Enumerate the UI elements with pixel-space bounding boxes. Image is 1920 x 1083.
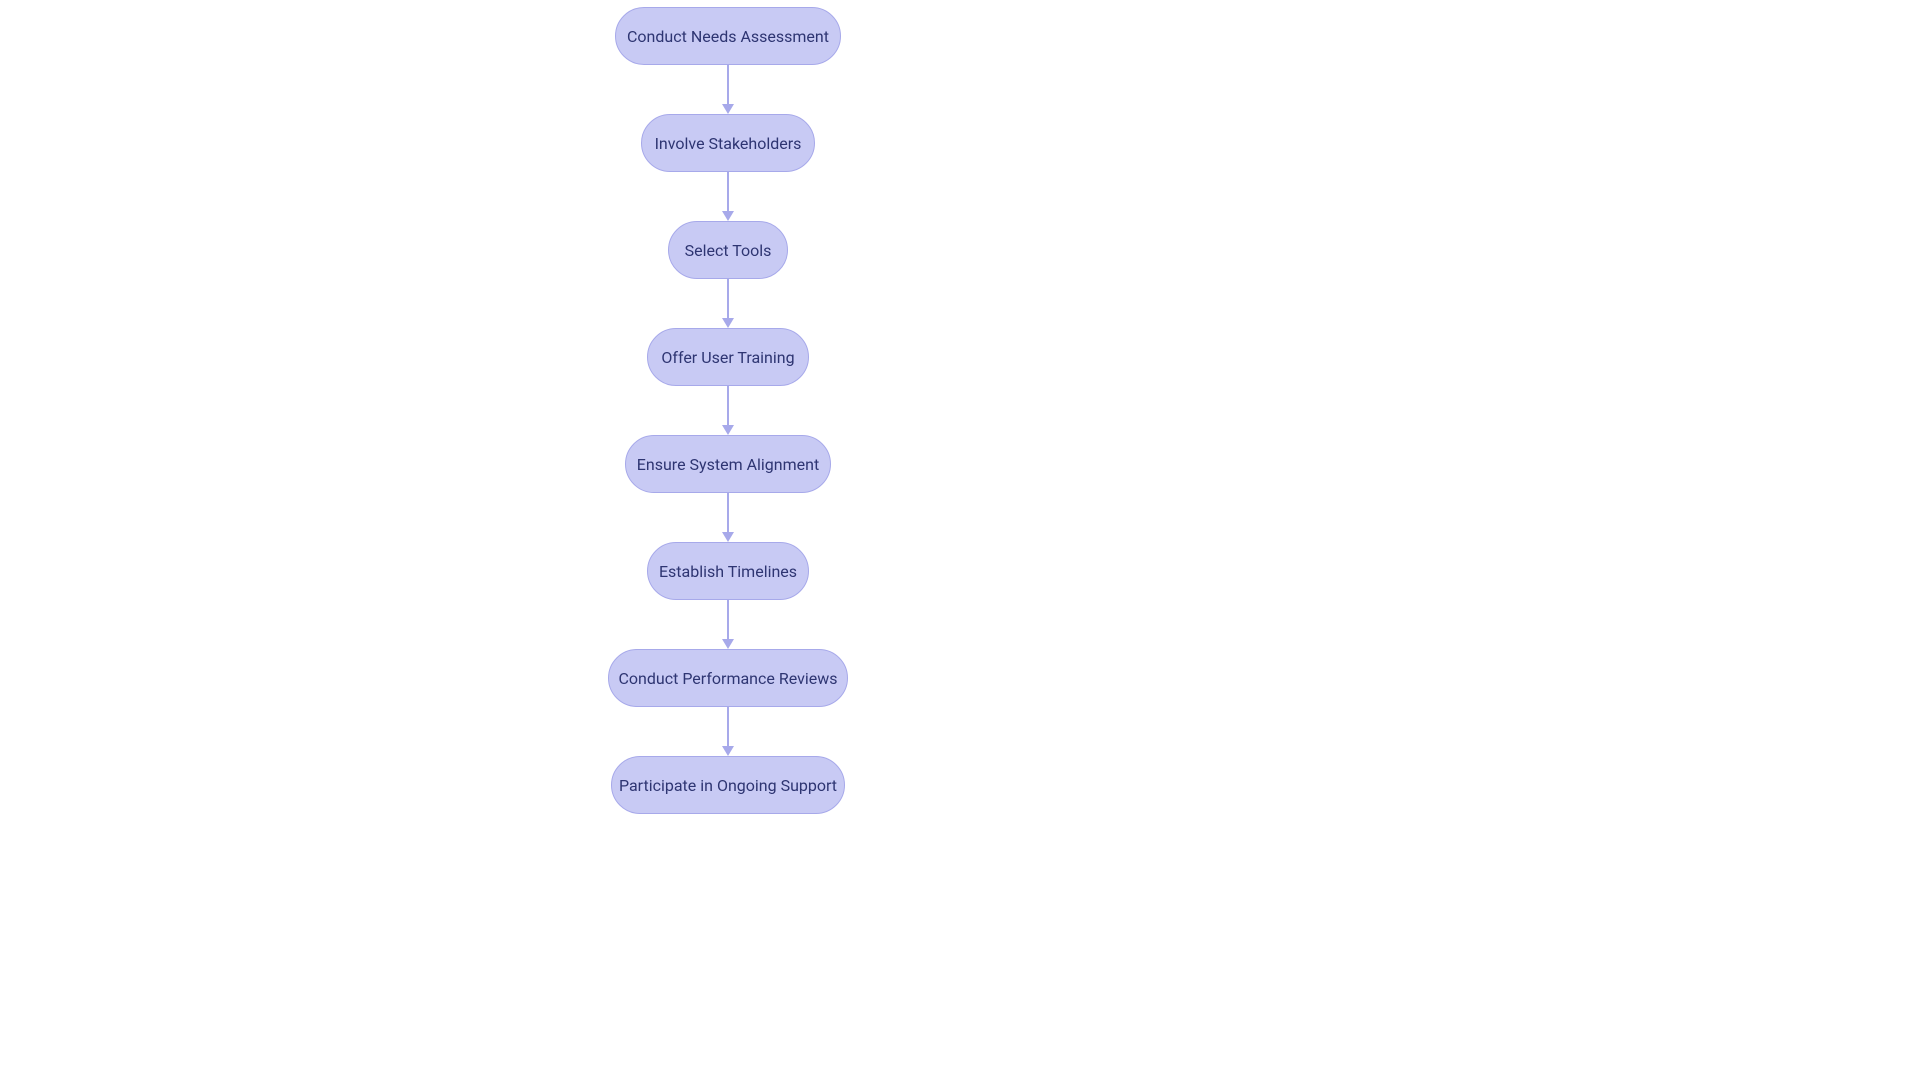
flowchart-node-label: Conduct Performance Reviews [619,669,838,688]
flowchart-edge [727,493,729,534]
flowchart-node-label: Participate in Ongoing Support [619,776,837,795]
flowchart-node-label: Conduct Needs Assessment [627,27,829,46]
flowchart-node: Participate in Ongoing Support [611,756,845,814]
flowchart-node: Conduct Performance Reviews [608,649,848,707]
arrow-head-icon [722,211,734,221]
flowchart-edge [727,279,729,320]
flowchart-node-label: Offer User Training [661,348,794,367]
arrow-head-icon [722,639,734,649]
arrow-head-icon [722,425,734,435]
flowchart-canvas: Conduct Needs Assessment Involve Stakehol… [0,0,1920,1083]
flowchart-node: Select Tools [668,221,788,279]
flowchart-edge [727,172,729,213]
flowchart-edge [727,600,729,641]
flowchart-node-label: Ensure System Alignment [637,455,819,474]
flowchart-node-label: Establish Timelines [659,562,797,581]
flowchart-node-label: Select Tools [685,241,772,260]
flowchart-edge [727,707,729,748]
flowchart-node: Involve Stakeholders [641,114,815,172]
flowchart-node: Offer User Training [647,328,809,386]
flowchart-edge [727,65,729,106]
arrow-head-icon [722,318,734,328]
flowchart-node: Establish Timelines [647,542,809,600]
arrow-head-icon [722,746,734,756]
flowchart-node: Conduct Needs Assessment [615,7,841,65]
flowchart-edge [727,386,729,427]
flowchart-node: Ensure System Alignment [625,435,831,493]
arrow-head-icon [722,104,734,114]
arrow-head-icon [722,532,734,542]
flowchart-node-label: Involve Stakeholders [655,134,802,153]
